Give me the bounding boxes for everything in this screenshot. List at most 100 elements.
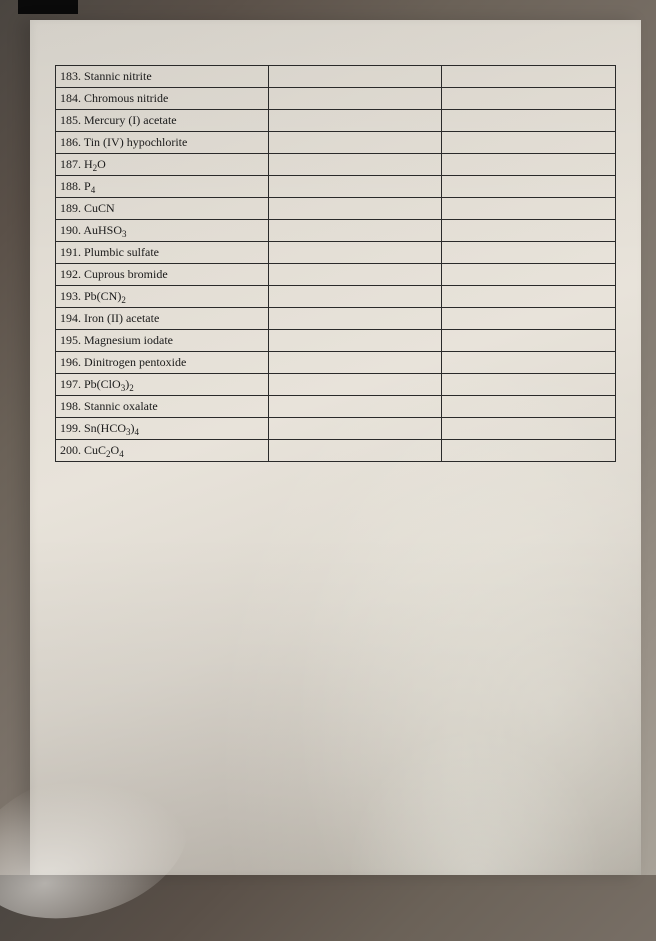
- item-cell: 188. P4: [56, 176, 269, 198]
- item-cell: 185. Mercury (I) acetate: [56, 110, 269, 132]
- item-cell: 195. Magnesium iodate: [56, 330, 269, 352]
- item-number: 186.: [60, 135, 81, 149]
- item-cell: 200. CuC2O4: [56, 440, 269, 462]
- item-number: 194.: [60, 311, 81, 325]
- item-text: Tin (IV) hypochlorite: [84, 135, 188, 149]
- item-text: Chromous nitride: [84, 91, 168, 105]
- answer1-cell: [268, 440, 442, 462]
- item-number: 192.: [60, 267, 81, 281]
- answer1-cell: [268, 308, 442, 330]
- item-text: Iron (II) acetate: [84, 311, 159, 325]
- answer2-cell: [442, 352, 616, 374]
- answer1-cell: [268, 330, 442, 352]
- table-row: 200. CuC2O4: [56, 440, 616, 462]
- answer2-cell: [442, 264, 616, 286]
- table-row: 195. Magnesium iodate: [56, 330, 616, 352]
- item-cell: 198. Stannic oxalate: [56, 396, 269, 418]
- answer2-cell: [442, 308, 616, 330]
- item-number: 197.: [60, 377, 81, 391]
- table-row: 190. AuHSO3: [56, 220, 616, 242]
- item-number: 195.: [60, 333, 81, 347]
- corner-tab: [18, 0, 78, 14]
- table-row: 192. Cuprous bromide: [56, 264, 616, 286]
- item-number: 187.: [60, 157, 81, 171]
- item-text: CuC2O4: [84, 443, 124, 457]
- answer2-cell: [442, 132, 616, 154]
- item-text: Sn(HCO3)4: [84, 421, 139, 435]
- item-text: CuCN: [84, 201, 115, 215]
- answer1-cell: [268, 154, 442, 176]
- item-number: 198.: [60, 399, 81, 413]
- item-cell: 199. Sn(HCO3)4: [56, 418, 269, 440]
- item-number: 196.: [60, 355, 81, 369]
- item-number: 184.: [60, 91, 81, 105]
- item-number: 193.: [60, 289, 81, 303]
- answer2-cell: [442, 286, 616, 308]
- item-text: P4: [84, 179, 95, 193]
- item-number: 189.: [60, 201, 81, 215]
- item-cell: 187. H2O: [56, 154, 269, 176]
- item-text: Dinitrogen pentoxide: [84, 355, 186, 369]
- answer1-cell: [268, 110, 442, 132]
- table-row: 198. Stannic oxalate: [56, 396, 616, 418]
- answer1-cell: [268, 396, 442, 418]
- answer2-cell: [442, 220, 616, 242]
- item-number: 190.: [60, 223, 81, 237]
- answer2-cell: [442, 154, 616, 176]
- table-row: 197. Pb(ClO3)2: [56, 374, 616, 396]
- item-text: Pb(CN)2: [84, 289, 126, 303]
- answer2-cell: [442, 440, 616, 462]
- item-text: AuHSO3: [83, 223, 126, 237]
- item-cell: 183. Stannic nitrite: [56, 66, 269, 88]
- answer2-cell: [442, 198, 616, 220]
- item-cell: 191. Plumbic sulfate: [56, 242, 269, 264]
- item-cell: 196. Dinitrogen pentoxide: [56, 352, 269, 374]
- worksheet-paper: 183. Stannic nitrite 184. Chromous nitrid…: [30, 20, 641, 875]
- item-number: 191.: [60, 245, 81, 259]
- item-text: Plumbic sulfate: [84, 245, 159, 259]
- table-row: 187. H2O: [56, 154, 616, 176]
- item-text: H2O: [84, 157, 106, 171]
- table-row: 191. Plumbic sulfate: [56, 242, 616, 264]
- table-row: 183. Stannic nitrite: [56, 66, 616, 88]
- item-cell: 190. AuHSO3: [56, 220, 269, 242]
- answer1-cell: [268, 176, 442, 198]
- item-text: Magnesium iodate: [84, 333, 173, 347]
- answer1-cell: [268, 264, 442, 286]
- answer2-cell: [442, 110, 616, 132]
- chemistry-worksheet-table: 183. Stannic nitrite 184. Chromous nitrid…: [55, 65, 616, 462]
- table-row: 189. CuCN: [56, 198, 616, 220]
- answer2-cell: [442, 396, 616, 418]
- table-row: 193. Pb(CN)2: [56, 286, 616, 308]
- table-row: 196. Dinitrogen pentoxide: [56, 352, 616, 374]
- item-number: 199.: [60, 421, 81, 435]
- item-cell: 192. Cuprous bromide: [56, 264, 269, 286]
- answer2-cell: [442, 418, 616, 440]
- item-number: 200.: [60, 443, 81, 457]
- item-number: 185.: [60, 113, 81, 127]
- answer1-cell: [268, 374, 442, 396]
- item-text: Pb(ClO3)2: [84, 377, 134, 391]
- answer1-cell: [268, 220, 442, 242]
- item-cell: 189. CuCN: [56, 198, 269, 220]
- answer1-cell: [268, 352, 442, 374]
- item-cell: 194. Iron (II) acetate: [56, 308, 269, 330]
- answer1-cell: [268, 286, 442, 308]
- answer2-cell: [442, 242, 616, 264]
- table-row: 186. Tin (IV) hypochlorite: [56, 132, 616, 154]
- table-row: 199. Sn(HCO3)4: [56, 418, 616, 440]
- item-text: Cuprous bromide: [84, 267, 168, 281]
- paper-glare: [336, 715, 616, 875]
- answer1-cell: [268, 66, 442, 88]
- item-cell: 186. Tin (IV) hypochlorite: [56, 132, 269, 154]
- answer2-cell: [442, 374, 616, 396]
- answer2-cell: [442, 330, 616, 352]
- answer1-cell: [268, 132, 442, 154]
- item-cell: 193. Pb(CN)2: [56, 286, 269, 308]
- table-row: 194. Iron (II) acetate: [56, 308, 616, 330]
- table-row: 188. P4: [56, 176, 616, 198]
- table-row: 185. Mercury (I) acetate: [56, 110, 616, 132]
- answer2-cell: [442, 176, 616, 198]
- answer1-cell: [268, 242, 442, 264]
- item-text: Mercury (I) acetate: [84, 113, 177, 127]
